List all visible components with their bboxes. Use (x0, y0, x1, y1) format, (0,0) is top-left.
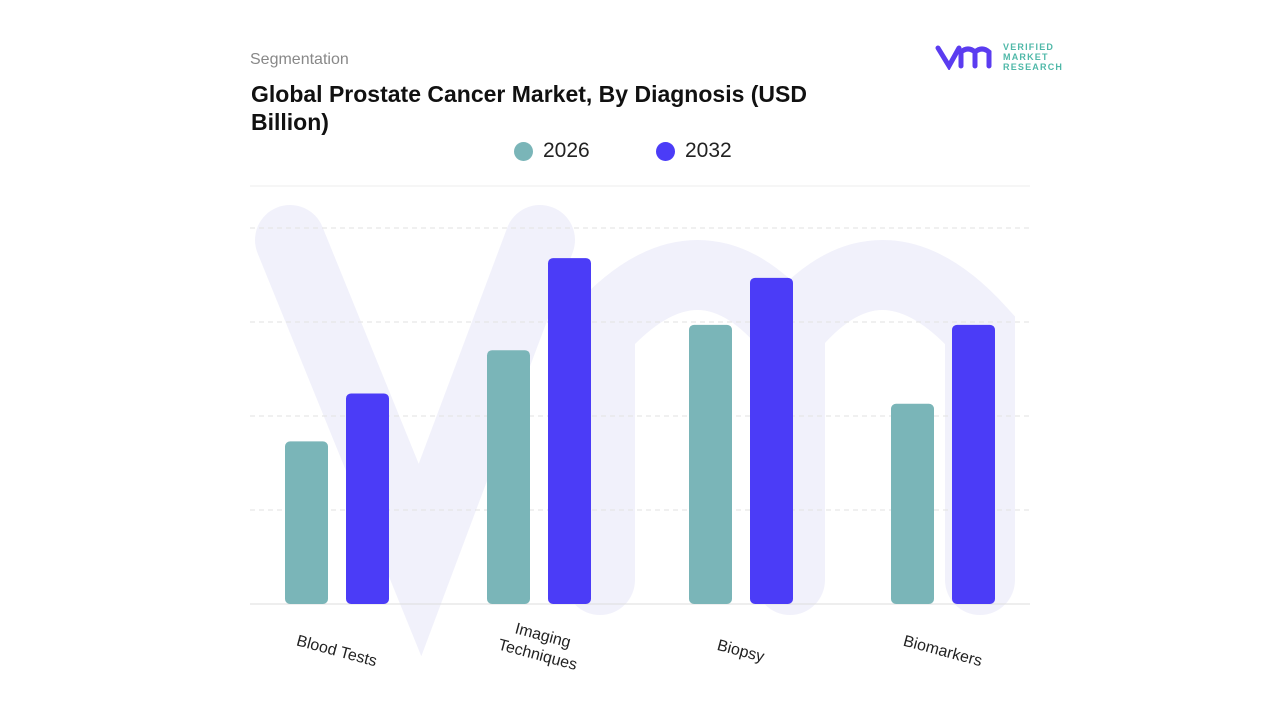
bar-2032-biomarkers (952, 324, 995, 604)
vmr-logo-icon (935, 45, 992, 70)
bar-2026-blood-tests (285, 441, 328, 604)
watermark (255, 205, 1015, 657)
bar-2026-biomarkers (891, 403, 934, 604)
legend-swatch-2026 (514, 141, 533, 161)
vmr-logo: VERIFIED MARKET RESEARCH (935, 42, 1063, 72)
bar-2032-imaging-techniques (548, 258, 591, 604)
logo-text: VERIFIED MARKET RESEARCH (1003, 42, 1064, 72)
x-tick-label: Biopsy (715, 637, 766, 666)
bar-2032-biopsy (750, 277, 793, 604)
bar-2026-imaging-techniques (487, 350, 530, 604)
legend-label: 2026 (543, 139, 590, 162)
x-tick-label: ImagingTechniques (496, 617, 584, 674)
legend-item-2032: 2032 (656, 139, 732, 163)
bar-2026-biopsy (689, 324, 732, 604)
x-tick-label: Blood Tests (295, 633, 379, 671)
bar-2032-blood-tests (346, 393, 389, 604)
x-tick-label: Biomarkers (901, 633, 984, 670)
chart-title: Global Prostate Cancer Market, By Diagno… (251, 81, 807, 135)
legend-item-2026: 2026 (514, 139, 590, 163)
legend-label: 2032 (685, 139, 732, 162)
segment-label: Segmentation (250, 51, 349, 68)
legend-swatch-2032 (656, 141, 675, 161)
